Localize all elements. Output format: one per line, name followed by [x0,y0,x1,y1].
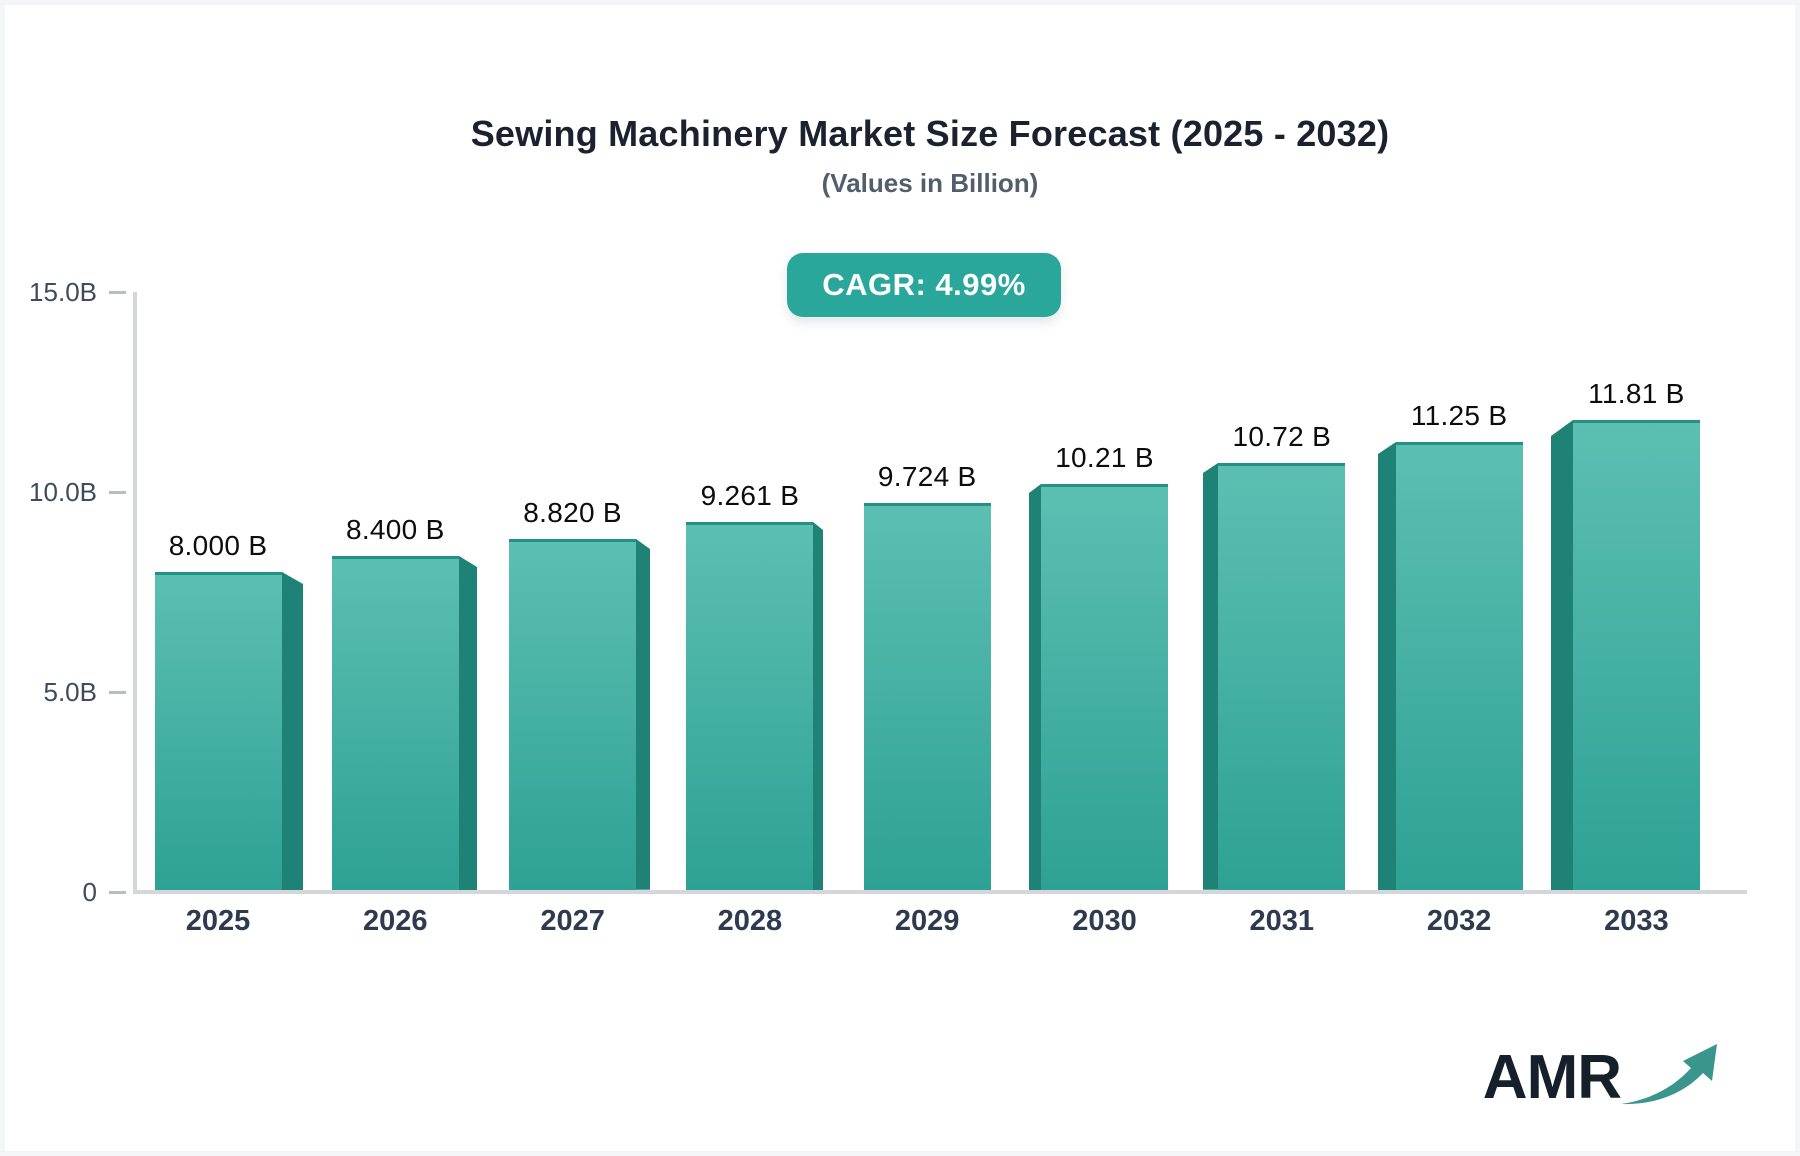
bar-3d-side [1550,419,1573,890]
y-axis-tick-label: 10.0B [29,477,97,507]
bar-value-label: 10.72 B [1232,421,1332,453]
bar-3d-side [813,521,824,890]
x-axis-tick-label: 2031 [1249,905,1315,937]
bar-value-label: 9.724 B [877,461,977,493]
amr-logo-arrow-icon [1621,1044,1717,1105]
bar [1395,442,1523,890]
bar-value-label: 9.261 B [700,479,800,511]
bar-3d-side [636,539,651,890]
bar-3d-side [281,572,303,890]
bar [154,572,282,890]
chart-card: Sewing Machinery Market Size Forecast (2… [5,5,1795,1151]
bar [863,503,991,890]
y-axis-tick-label: 15.0B [29,277,97,307]
bar-3d-side [1377,442,1396,890]
bar-3d-side [1029,483,1041,890]
x-axis-tick-label: 2033 [1604,905,1669,937]
x-axis-tick-label: 2032 [1426,905,1492,937]
bar-value-label: 10.21 B [1055,441,1154,473]
y-axis-tick-mark [109,291,126,294]
bar [686,521,814,890]
y-axis-tick-mark [109,691,126,694]
amr-logo: AMR [1483,1033,1735,1123]
y-axis-tick-label: 5.0B [43,677,98,707]
bar [509,539,637,890]
y-axis-tick-mark [109,891,126,894]
x-axis-tick-label: 2025 [185,905,251,937]
x-axis-tick-label: 2026 [363,905,428,937]
chart-title: Sewing Machinery Market Size Forecast (2… [470,113,1390,154]
chart-subtitle: (Values in Billion) [821,168,1039,198]
bar-chart: 15.0B 10.0B 5.0B 0 8.000 B 2025 8.400 B 2026 8.8… [5,5,1795,1151]
y-axis-line [133,292,137,894]
y-axis-tick-label: 0 [82,877,97,907]
bar-value-label: 8.000 B [168,530,268,561]
bar [1572,419,1700,890]
x-axis-line [133,890,1747,894]
x-axis-tick-label: 2028 [717,905,783,937]
bar-value-label: 11.25 B [1410,400,1508,431]
y-axis-tick-mark [109,491,126,494]
bar-3d-side [458,556,477,890]
bar-value-label: 8.820 B [523,497,622,529]
bar-value-label: 11.81 B [1588,377,1685,409]
x-axis-tick-label: 2027 [540,905,605,937]
x-axis-tick-label: 2029 [894,905,960,937]
bar-value-label: 8.400 B [345,514,445,545]
cagr-badge: CAGR: 4.99% [787,253,1061,317]
bar [1218,463,1346,890]
bar [331,556,459,890]
amr-logo-text: AMR [1482,1043,1622,1112]
bar-3d-side [1203,463,1219,890]
bar [1041,483,1168,890]
x-axis-tick-label: 2030 [1072,905,1137,937]
